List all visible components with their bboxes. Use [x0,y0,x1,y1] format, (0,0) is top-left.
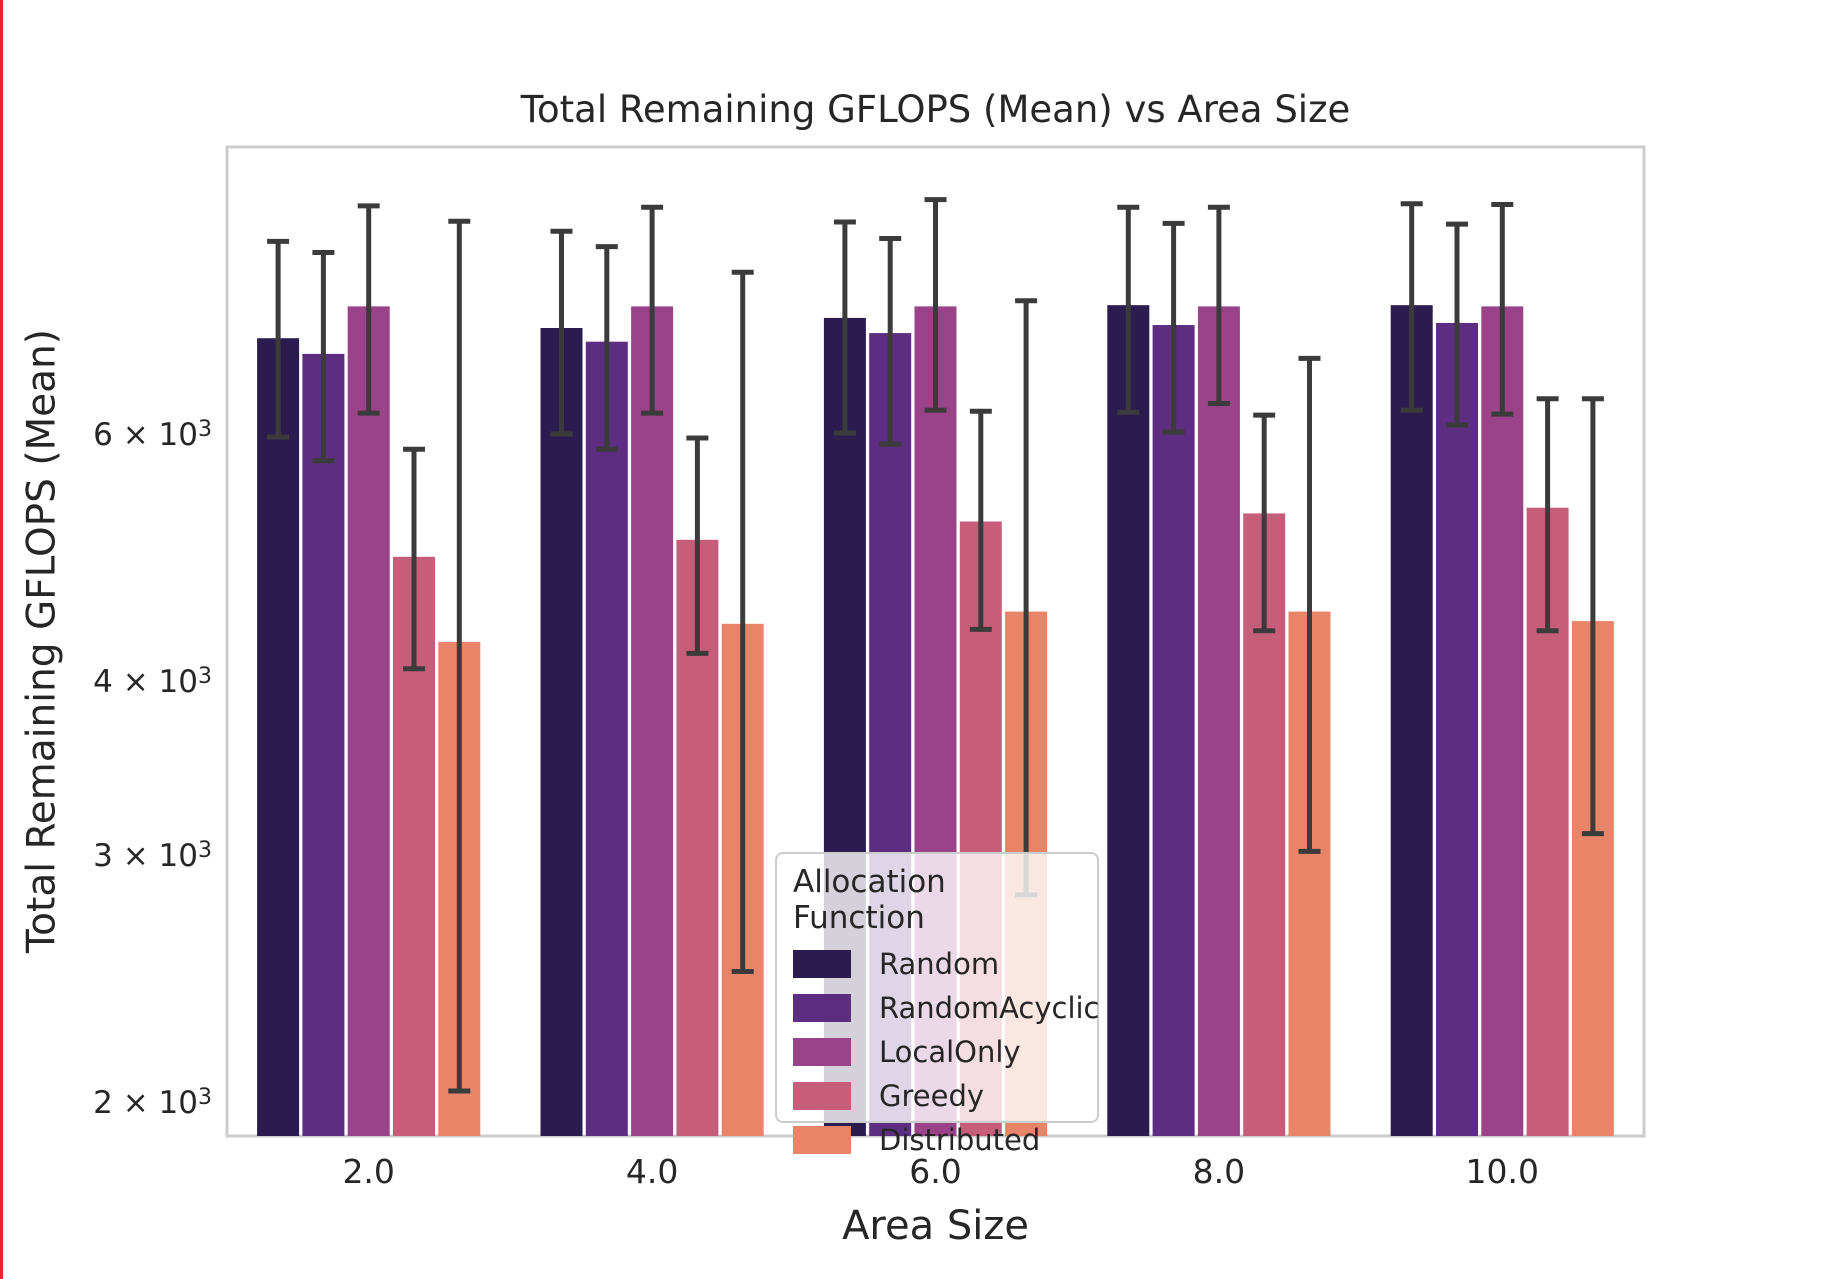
bar-random-x2 [257,338,300,1136]
bar-localonly-x8 [1197,306,1240,1137]
legend-swatch-localonly [793,1038,851,1066]
bar-random-x10 [1390,305,1433,1136]
legend-entry-localonly: LocalOnly [793,1030,1083,1074]
bar-randomacyclic-x10 [1436,322,1478,1136]
legend-swatch-randomacyclic [793,994,851,1022]
legend-swatch-greedy [793,1082,851,1110]
x-tick-label-8.0: 8.0 [1192,1152,1246,1191]
y-tick-label-4000: 4 × 103 [93,663,212,700]
legend-swatch-random [793,950,851,978]
legend: Allocation Function Random RandomAcyclic L… [775,852,1100,1157]
bar-randomacyclic-x2 [302,353,345,1136]
legend-label-localonly: LocalOnly [879,1035,1021,1069]
legend-swatch-distributed [793,1126,851,1154]
legend-entry-random: Random [793,942,1083,986]
legend-title: Allocation Function [793,864,946,936]
legend-entry-greedy: Greedy [793,1074,1083,1118]
x-tick-label-4.0: 4.0 [625,1152,679,1191]
x-tick-label-2.0: 2.0 [342,1152,395,1191]
legend-entry-distributed: Distributed [793,1118,1083,1162]
legend-label-random: Random [879,947,1000,981]
x-tick-label-6.0: 6.0 [909,1152,962,1191]
legend-label-randomacyclic: RandomAcyclic [879,991,1100,1025]
bar-randomacyclic-x4 [585,341,628,1136]
y-tick-label-6000: 6 × 103 [93,417,212,453]
bar-localonly-x10 [1481,306,1524,1137]
legend-label-distributed: Distributed [879,1123,1041,1157]
y-tick-label-3000: 3 × 103 [93,838,212,875]
bar-random-x4 [540,327,583,1136]
x-tick-label-10.0: 10.0 [1465,1152,1540,1191]
bar-localonly-x4 [631,306,674,1137]
bar-randomacyclic-x8 [1152,325,1195,1136]
left-edge-artifact [0,0,3,1279]
bar-localonly-x2 [347,306,390,1137]
legend-entry-randomacyclic: RandomAcyclic [793,986,1100,1030]
chart-title: Total Remaining GFLOPS (Mean) vs Area Si… [520,88,1351,131]
x-axis-label: Area Size [842,1203,1029,1249]
legend-label-greedy: Greedy [879,1079,985,1113]
legend-entries: Random RandomAcyclic LocalOnly Greedy Distri… [793,942,1100,1162]
y-tick-label-2000: 2 × 103 [93,1084,212,1121]
bar-random-x8 [1107,305,1150,1136]
